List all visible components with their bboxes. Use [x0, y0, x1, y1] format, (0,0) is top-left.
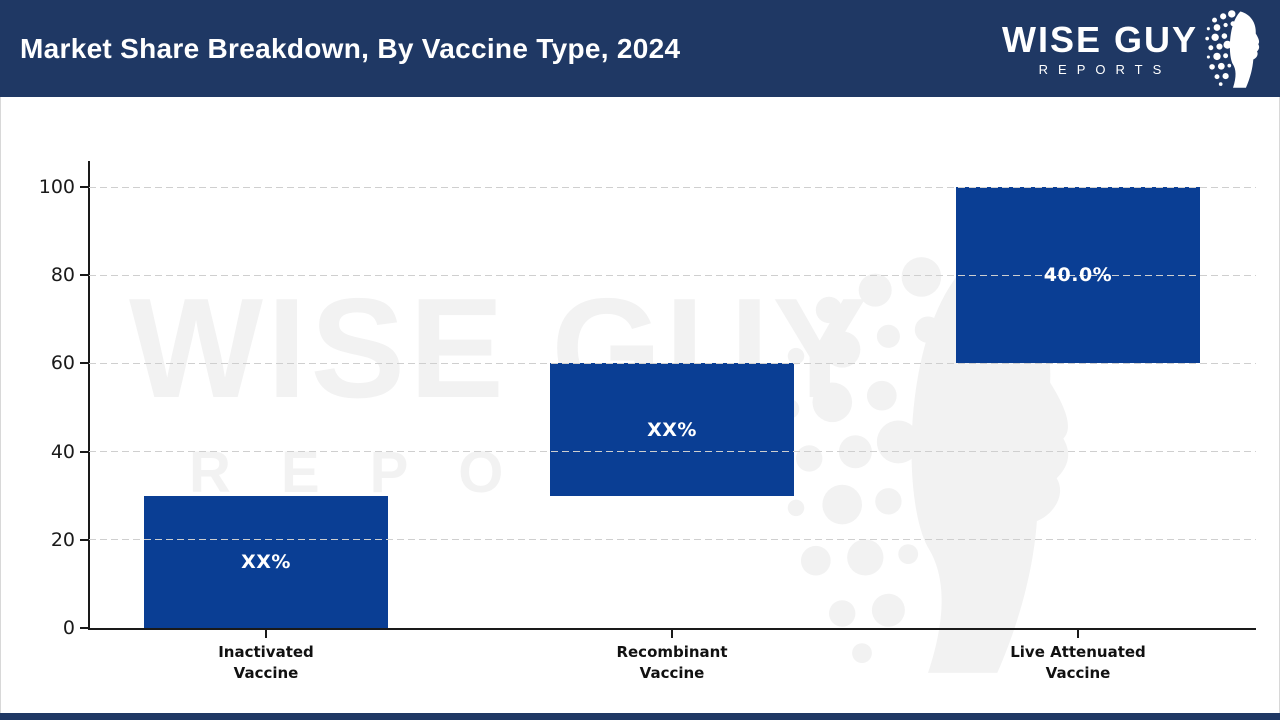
bar-value-label: XX%	[647, 418, 697, 441]
y-axis-tick-label: 40	[50, 440, 75, 463]
y-axis-tick-label: 20	[50, 528, 75, 551]
gridline-60	[89, 362, 1256, 364]
wiseguy-face-icon	[1205, 9, 1260, 88]
gridline-80	[89, 274, 1256, 276]
y-tick-mark	[80, 274, 89, 277]
plot-area: WISE GUY REPORTS 0 20 40 60 80 100 XX% Inactiva…	[0, 97, 1280, 713]
footer-bar	[0, 713, 1280, 720]
x-axis-category-label: Inactivated Vaccine	[218, 643, 314, 682]
x-tick-mark	[265, 630, 267, 638]
x-axis-category-label: Live Attenuated Vaccine	[1010, 643, 1146, 682]
bar-2	[550, 363, 794, 496]
y-axis-spine	[88, 161, 90, 630]
logo-brand-name: WISE GUY	[1001, 18, 1198, 60]
logo-brand-subtitle: REPORTS	[1038, 61, 1172, 77]
gridline-20	[89, 539, 1256, 541]
gridline-100	[89, 186, 1256, 188]
y-axis-tick-label: 60	[50, 352, 75, 375]
watermark-face-icon	[779, 257, 1069, 673]
wiseguy-logo: WISE GUY REPORTS	[1002, 9, 1264, 89]
y-axis-tick-label: 80	[50, 264, 75, 287]
y-axis-tick-label: 100	[38, 176, 75, 198]
header-bar: Market Share Breakdown, By Vaccine Type,…	[0, 0, 1280, 97]
y-tick-mark	[80, 186, 89, 188]
x-tick-mark	[671, 630, 673, 638]
y-tick-mark	[80, 362, 89, 365]
gridline-40	[89, 451, 1256, 453]
y-tick-mark	[80, 450, 89, 453]
bar-1	[144, 495, 388, 628]
y-tick-mark	[80, 538, 89, 541]
wiseguy-logo-text: WISE GUY REPORTS	[1001, 18, 1198, 77]
bar-value-label: 40.0%	[1043, 264, 1113, 287]
y-axis-tick-label: 0	[62, 617, 75, 639]
chart-title: Market Share Breakdown, By Vaccine Type,…	[20, 32, 681, 64]
x-axis-spine	[88, 628, 1256, 630]
y-tick-mark	[80, 627, 89, 629]
bar-value-label: XX%	[241, 550, 291, 573]
x-tick-mark	[1077, 630, 1079, 638]
x-axis-category-label: Recombinant Vaccine	[616, 643, 728, 682]
